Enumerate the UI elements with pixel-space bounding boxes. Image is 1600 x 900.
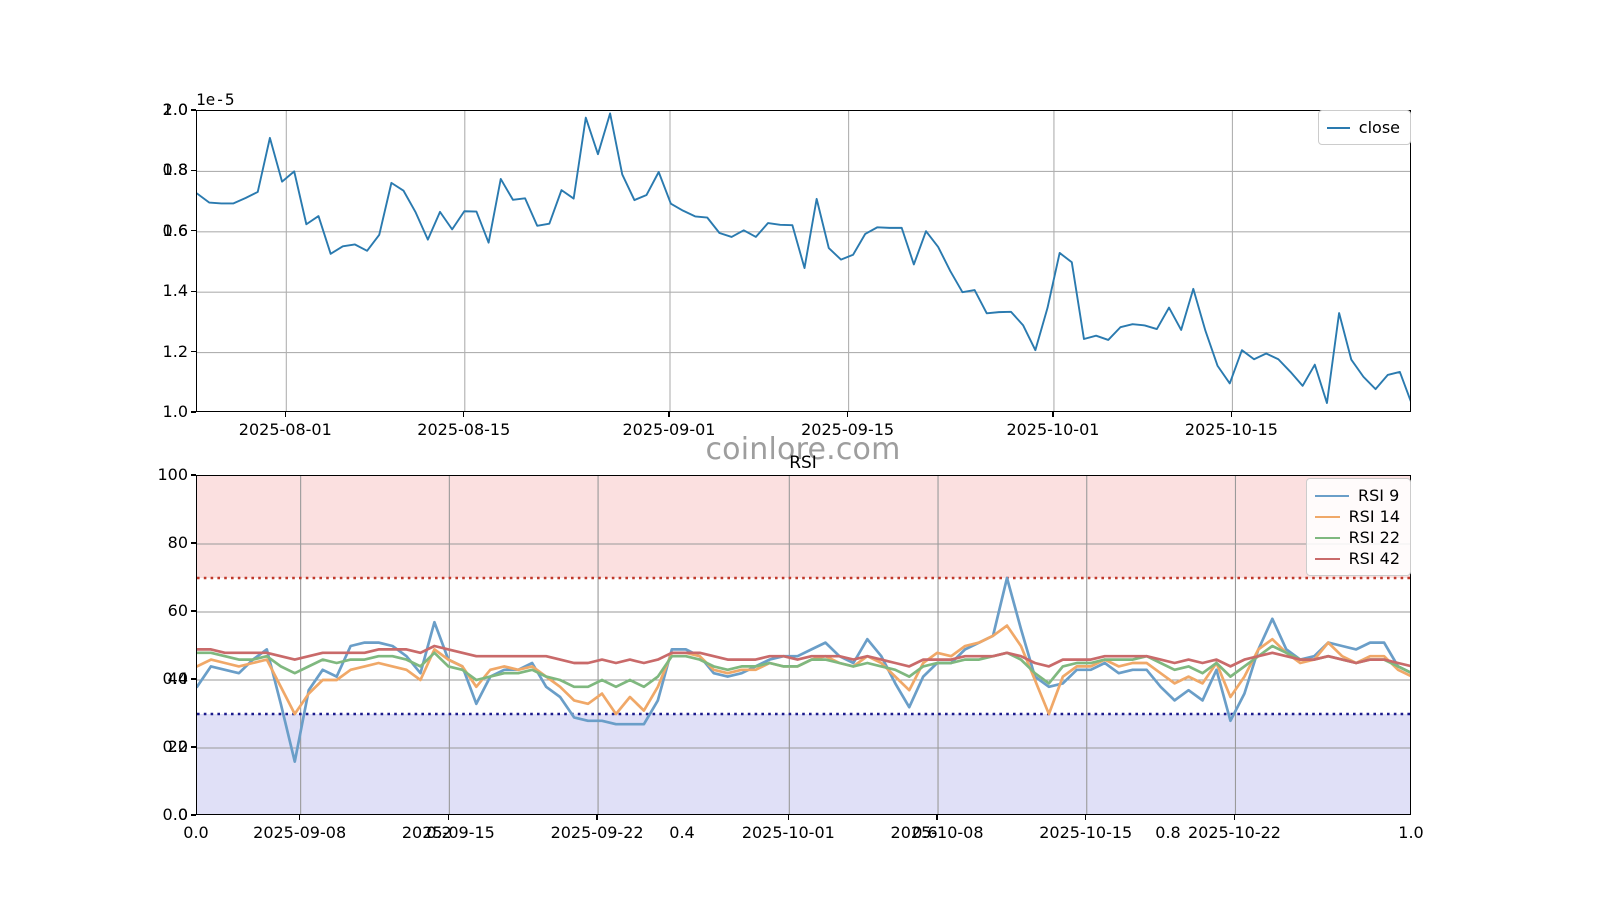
- rsi-x-tick-label: 2025-09-15: [401, 823, 495, 842]
- rsi-y-tick-label: 100: [157, 465, 188, 484]
- legend-label-close: close: [1358, 118, 1400, 137]
- rsi-y-tick-label: 40: [167, 669, 188, 688]
- rsi-y-tick-mark: [191, 814, 196, 816]
- legend-swatch-rsi-9: [1315, 494, 1349, 497]
- price-x-tick-mark: [1052, 412, 1054, 417]
- price-x-tick-label: 2025-09-01: [622, 420, 716, 439]
- rsi-y-tick-mark: [191, 678, 196, 680]
- price-y-tick-mark: [191, 351, 196, 353]
- rsi-y-tick-label: 60: [167, 601, 188, 620]
- price-plot-area: [196, 110, 1411, 412]
- price-x-tick-mark: [1230, 412, 1232, 417]
- price-x-tick-label: 2025-10-15: [1184, 420, 1278, 439]
- price-y-tick-label: 2.0: [162, 100, 188, 119]
- price-panel: 1e-5 1.0 1.2 1.4 1.6 1.8 2.0 0.6 0.8 1.0 2025-0…: [0, 0, 1600, 438]
- price-y-overlay-tick-label: 0.6: [162, 220, 188, 240]
- rsi-x-tick-mark: [1085, 815, 1087, 820]
- price-y-tick-label: 1.6: [162, 220, 188, 240]
- rsi-x-tick-mark: [787, 815, 789, 820]
- rsi-y-tick-label: 80: [167, 533, 188, 552]
- rsi-y-tick-mark: [191, 542, 196, 544]
- price-x-tick-label: 2025-08-01: [238, 420, 332, 439]
- price-y-tick-label: 1.8: [162, 160, 188, 180]
- price-line-svg: [197, 111, 1410, 411]
- legend-swatch-rsi-14: [1315, 515, 1340, 518]
- rsi-y-overlay-tick-label: 0.2: [162, 737, 188, 756]
- rsi-x-tick-mark: [936, 815, 938, 820]
- rsi-x-tick-label: 2025-10-15: [1039, 823, 1133, 842]
- watermark: coinlore.com: [705, 432, 901, 467]
- rsi-x-overlay-tick-label: 0.4: [669, 823, 695, 842]
- rsi-y-tick-mark: [191, 474, 196, 476]
- legend-item-rsi-14[interactable]: RSI 14: [1315, 506, 1400, 527]
- price-x-tick-label: 2025-09-15: [801, 420, 895, 439]
- legend-label-rsi-42: RSI 42: [1348, 549, 1400, 568]
- price-x-tick-mark: [668, 412, 670, 417]
- price-y-tick-mark: [191, 230, 196, 232]
- rsi-line-svg: [197, 476, 1410, 814]
- legend-label-rsi-9: RSI 9: [1358, 486, 1400, 505]
- rsi-x-overlay-tick-label: 0.6: [912, 823, 938, 842]
- price-y-tick-mark: [191, 169, 196, 171]
- price-y-tick-mark: [191, 411, 196, 413]
- price-y-overlay-tick-label: 0.8: [162, 160, 188, 180]
- price-y-tick-mark: [191, 109, 196, 111]
- rsi-x-tick-label: 2025-09-22: [550, 823, 644, 842]
- rsi-y-overlay-tick-label: 0.4: [162, 669, 188, 688]
- rsi-x-overlay-tick-label: 0.0: [183, 823, 209, 842]
- price-x-tick-mark: [847, 412, 849, 417]
- price-x-tick-label: 2025-08-15: [417, 420, 511, 439]
- rsi-x-tick-mark: [299, 815, 301, 820]
- price-y-offset-text: 1e-5: [196, 90, 235, 109]
- rsi-panel-title: RSI: [789, 453, 817, 473]
- rsi-x-tick-label: 2025-10-22: [1187, 823, 1281, 842]
- rsi-x-overlay-tick-label: 0.2: [426, 823, 452, 842]
- price-legend[interactable]: close: [1318, 110, 1411, 145]
- price-y-tick-label: 1.0: [162, 402, 188, 421]
- legend-item-close[interactable]: close: [1327, 117, 1400, 138]
- rsi-x-tick-mark: [447, 815, 449, 820]
- price-x-tick-mark: [463, 412, 465, 417]
- legend-item-rsi-22[interactable]: RSI 22: [1315, 527, 1400, 548]
- rsi-x-tick-label: 2025-10-01: [741, 823, 835, 842]
- rsi-legend[interactable]: RSI 9 RSI 14 RSI 22 RSI 42: [1306, 478, 1411, 576]
- rsi-x-tick-mark: [596, 815, 598, 820]
- price-y-tick-label: 1.2: [162, 341, 188, 361]
- rsi-x-tick-label: 2025-09-08: [253, 823, 347, 842]
- legend-swatch-rsi-42: [1315, 557, 1340, 560]
- rsi-y-tick-mark: [191, 610, 196, 612]
- price-x-tick-mark: [284, 412, 286, 417]
- price-y-tick-label: 1.4: [162, 281, 188, 301]
- legend-swatch-rsi-22: [1315, 536, 1340, 539]
- rsi-y-tick-label: 0: [177, 805, 188, 824]
- price-x-tick-label: 2025-10-01: [1006, 420, 1100, 439]
- legend-label-rsi-14: RSI 14: [1348, 507, 1400, 526]
- rsi-x-tick-label: 2025-10-08: [890, 823, 984, 842]
- legend-label-rsi-22: RSI 22: [1348, 528, 1400, 547]
- rsi-y-tick-mark: [191, 746, 196, 748]
- price-y-overlay-tick-label: 1.0: [162, 100, 188, 119]
- rsi-y-overlay-tick-label: 0.0: [162, 805, 188, 824]
- rsi-x-overlay-tick-label: 1.0: [1398, 823, 1424, 842]
- rsi-y-tick-label: 20: [167, 737, 188, 756]
- legend-item-rsi-9[interactable]: RSI 9: [1315, 485, 1400, 506]
- legend-item-rsi-42[interactable]: RSI 42: [1315, 548, 1400, 569]
- rsi-x-overlay-tick-label: 0.8: [1155, 823, 1181, 842]
- price-y-tick-mark: [191, 290, 196, 292]
- rsi-x-tick-mark: [1233, 815, 1236, 820]
- rsi-plot-area: [196, 475, 1411, 815]
- rsi-panel: 0 20 40 60 80 100 0.0 0.2 0.4 2025-09-08 2025-09…: [0, 430, 1600, 900]
- legend-swatch-close: [1327, 126, 1350, 129]
